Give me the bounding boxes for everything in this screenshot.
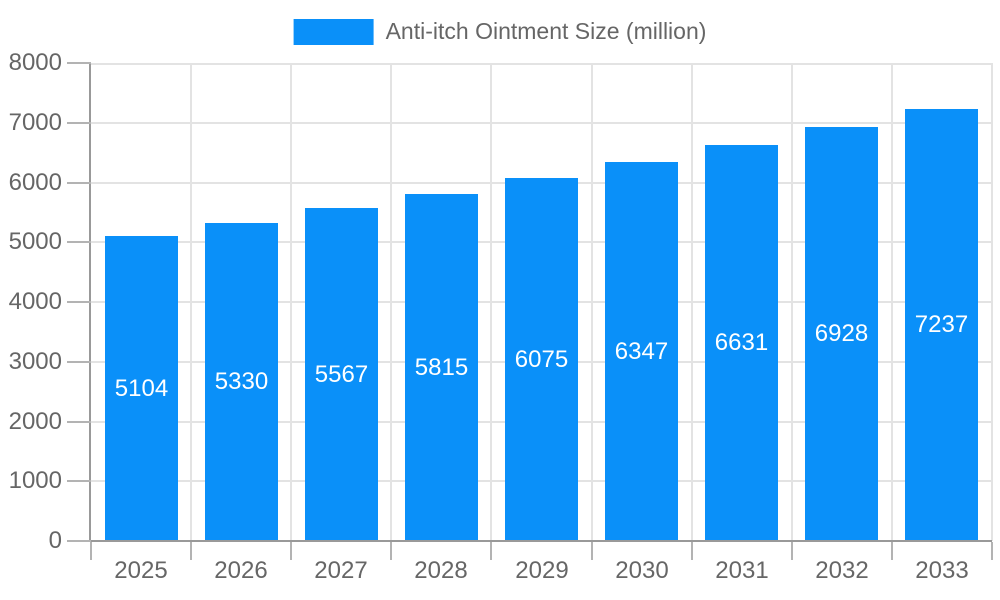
bar[interactable]: 5815 <box>405 194 478 541</box>
plot-area: 5104 5330 5567 5815 6075 6347 6631 6928 7237 <box>91 63 993 541</box>
y-tick <box>67 540 91 542</box>
y-tick-label: 2000 <box>8 408 62 435</box>
x-tick <box>791 542 793 560</box>
x-tick-label: 2031 <box>715 557 769 584</box>
y-tick-label: 8000 <box>8 49 62 76</box>
y-tick <box>67 241 91 243</box>
bar[interactable]: 5104 <box>105 236 178 541</box>
y-tick-label: 7000 <box>8 109 62 136</box>
bar-value-label: 5330 <box>214 368 269 395</box>
x-tick-label: 2025 <box>114 557 168 584</box>
x-tick <box>691 542 693 560</box>
y-tick-label: 6000 <box>8 169 62 196</box>
x-tick-label: 2030 <box>615 557 669 584</box>
y-tick <box>67 301 91 303</box>
bar-value-label: 6347 <box>614 337 669 365</box>
bar[interactable]: 6347 <box>605 162 678 541</box>
y-gridline <box>91 63 992 65</box>
y-tick <box>67 421 91 423</box>
bar[interactable]: 6928 <box>805 127 878 541</box>
y-tick <box>67 361 91 363</box>
y-tick-label: 0 <box>48 527 62 554</box>
x-tick <box>390 542 392 560</box>
x-tick <box>90 542 92 560</box>
y-tick <box>67 182 91 184</box>
x-tick-label: 2033 <box>915 557 969 584</box>
x-tick <box>490 542 492 560</box>
y-tick-label: 5000 <box>8 228 62 255</box>
bar[interactable]: 5330 <box>205 223 278 541</box>
y-gridline <box>91 122 992 124</box>
x-tick <box>290 542 292 560</box>
bar-value-label: 5815 <box>414 353 469 381</box>
bar-value-label: 7237 <box>914 311 969 338</box>
bar-value-label: 6928 <box>814 320 869 347</box>
x-gridline <box>991 63 993 541</box>
x-tick-label: 2032 <box>815 557 869 584</box>
x-tick <box>991 542 993 560</box>
x-tick <box>190 542 192 560</box>
legend-swatch <box>293 18 374 45</box>
y-tick <box>67 480 91 482</box>
x-tick-label: 2027 <box>314 557 368 584</box>
bar[interactable]: 6075 <box>505 178 578 541</box>
y-tick <box>67 62 91 64</box>
bar[interactable]: 7237 <box>905 109 978 541</box>
x-tick <box>591 542 593 560</box>
bar[interactable]: 5567 <box>305 208 378 541</box>
bar[interactable]: 6631 <box>705 145 778 541</box>
bar-value-label: 6075 <box>514 345 569 373</box>
bar-value-label: 5104 <box>114 374 169 402</box>
y-tick-label: 1000 <box>8 467 62 494</box>
y-tick-label: 4000 <box>8 288 62 315</box>
bar-value-label: 6631 <box>714 329 769 356</box>
legend-label: Anti-itch Ointment Size (million) <box>385 18 707 44</box>
x-axis-line <box>91 540 992 542</box>
legend[interactable]: Anti-itch Ointment Size (million) <box>293 18 707 45</box>
x-tick-label: 2026 <box>214 557 268 584</box>
y-tick-label: 3000 <box>8 348 62 375</box>
bar-value-label: 5567 <box>314 360 369 388</box>
x-tick-label: 2028 <box>414 557 468 584</box>
x-tick-label: 2029 <box>515 557 569 584</box>
x-tick <box>891 542 893 560</box>
y-tick <box>67 122 91 124</box>
